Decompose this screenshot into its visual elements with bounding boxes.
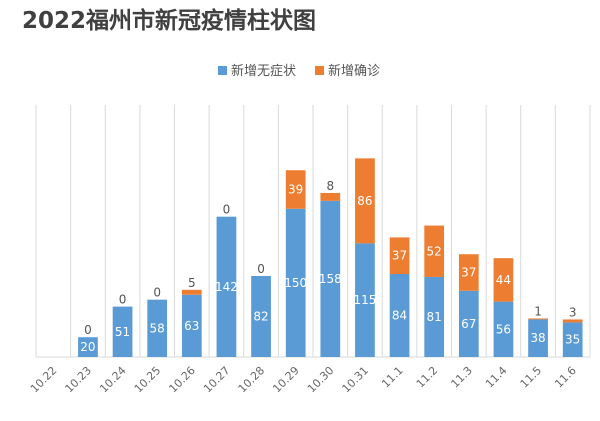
data-label: 3 [569, 305, 577, 319]
bar-confirmed [424, 225, 445, 277]
bar-confirmed [320, 192, 341, 201]
x-tick-label: 11.1 [379, 364, 406, 391]
x-tick-label: 10.26 [166, 364, 197, 395]
bar-confirmed [562, 319, 583, 323]
bar-asymptomatic [285, 208, 306, 357]
data-label: 142 [215, 280, 238, 294]
bar-confirmed [493, 258, 514, 302]
data-label: 38 [530, 331, 545, 345]
bar-asymptomatic [216, 216, 237, 357]
x-tick-label: 10.29 [270, 364, 301, 395]
data-label: 0 [84, 323, 92, 337]
data-label: 5 [188, 276, 196, 290]
bar-asymptomatic [78, 337, 98, 357]
x-tick-label: 10.22 [28, 364, 59, 395]
x-tick-label: 10.30 [305, 364, 336, 395]
data-label: 8 [326, 179, 334, 193]
bar-asymptomatic [147, 299, 168, 357]
data-label: 84 [392, 308, 407, 322]
legend-swatch [315, 66, 324, 75]
data-label: 0 [119, 293, 127, 307]
data-label: 51 [115, 325, 130, 339]
bar-asymptomatic [458, 290, 479, 357]
data-label: 44 [496, 273, 511, 287]
legend: 新增无症状 新增确诊 [218, 63, 380, 79]
data-label: 58 [150, 321, 165, 335]
legend-label: 新增无症状 [231, 63, 296, 79]
legend-label: 新增确诊 [328, 63, 380, 79]
data-label: 52 [427, 244, 442, 258]
bar-asymptomatic [355, 243, 375, 357]
chart-title: 2022福州市新冠疫情柱状图 [22, 7, 316, 34]
bar-confirmed [181, 289, 202, 295]
data-label: 0 [257, 262, 265, 276]
data-label: 67 [461, 317, 476, 331]
x-tick-label: 10.27 [201, 364, 232, 395]
bar-asymptomatic [320, 200, 341, 357]
bar-confirmed [355, 158, 375, 244]
data-labels: 20 0 51 0 58 0 63 5 142 0 82 0 150 39 158 8 115 86 84 37 81 5… [80, 179, 580, 354]
legend-swatch [218, 66, 227, 75]
bar-asymptomatic [493, 301, 514, 357]
bar-asymptomatic [181, 294, 202, 357]
data-label: 37 [461, 266, 476, 280]
bar-confirmed [458, 254, 479, 291]
bar-asymptomatic [251, 275, 271, 357]
x-tick-label: 10.25 [132, 364, 163, 395]
x-tick-label: 11.2 [414, 364, 441, 391]
x-axis-ticks: 10.22 10.23 10.24 10.25 10.26 10.27 10.28 10.29… [28, 364, 579, 395]
bar-confirmed [389, 237, 410, 274]
x-tick-label: 10.23 [63, 364, 94, 395]
data-label: 115 [353, 293, 376, 307]
data-label: 82 [253, 309, 268, 323]
grid [35, 105, 591, 358]
x-tick-label: 10.28 [236, 364, 267, 395]
data-label: 1 [534, 304, 542, 318]
bar-asymptomatic [528, 319, 548, 357]
data-label: 86 [357, 194, 372, 208]
data-label: 37 [392, 249, 407, 263]
bar-asymptomatic [562, 322, 583, 357]
bar-confirmed [528, 318, 548, 320]
bar-asymptomatic [424, 276, 445, 357]
x-tick-label: 11.6 [552, 364, 579, 391]
data-label: 63 [184, 319, 199, 333]
data-label: 158 [319, 272, 342, 286]
x-tick-label: 11.3 [448, 364, 475, 391]
bar-asymptomatic [389, 273, 410, 357]
data-label: 35 [565, 333, 580, 347]
data-label: 39 [288, 182, 303, 196]
data-label: 150 [284, 276, 307, 290]
x-tick-label: 11.5 [518, 364, 545, 391]
data-label: 56 [496, 322, 511, 336]
data-label: 0 [153, 286, 161, 300]
bar-confirmed [285, 170, 306, 209]
x-tick-label: 10.31 [340, 364, 371, 395]
data-label: 81 [427, 310, 442, 324]
data-label: 0 [223, 203, 231, 217]
bar-asymptomatic [112, 306, 133, 357]
bars [78, 158, 583, 357]
data-label: 20 [80, 340, 95, 354]
x-tick-label: 11.4 [483, 364, 510, 391]
x-tick-label: 10.24 [97, 364, 128, 395]
